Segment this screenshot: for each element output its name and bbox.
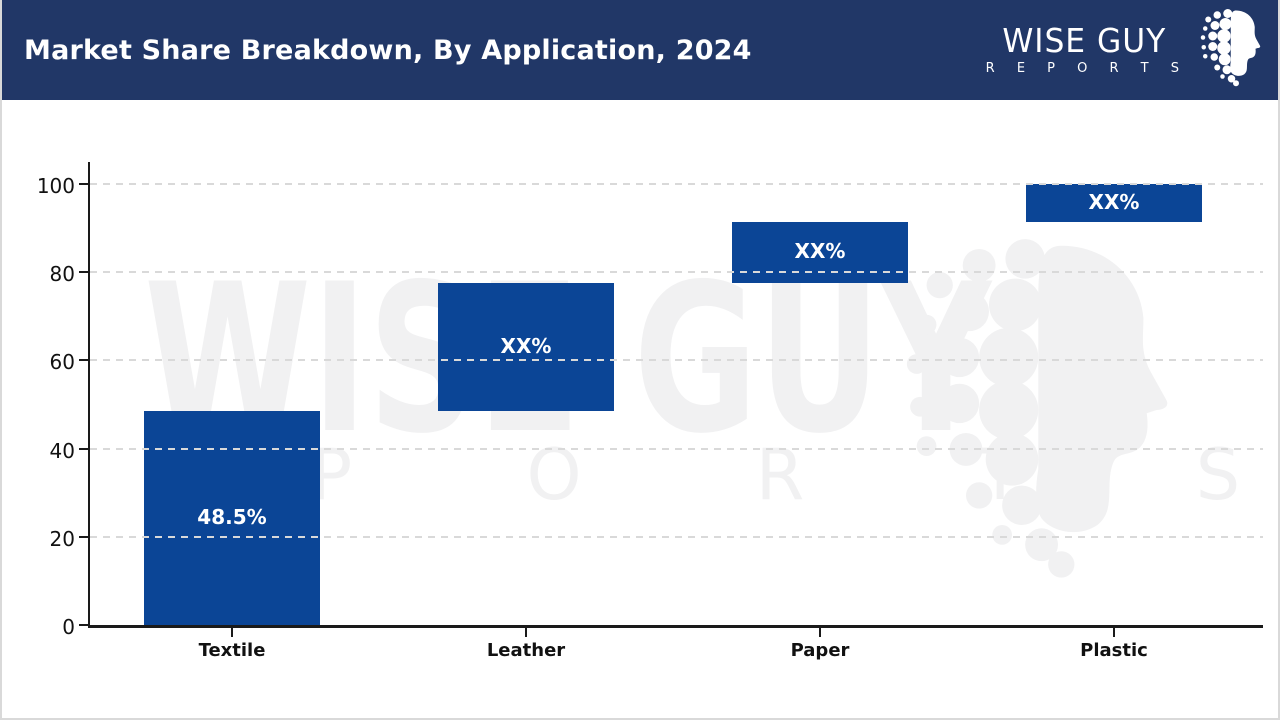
bar-value-label-paper: XX% — [794, 239, 846, 264]
x-category-label-textile: Textile — [198, 640, 266, 661]
x-category-label-paper: Paper — [790, 640, 850, 661]
x-tick-mark-leather — [525, 627, 527, 637]
gridline-80 — [90, 271, 1263, 274]
brand-name: WISE GUY — [1001, 21, 1166, 61]
y-tick-label-20: 20 — [49, 526, 75, 551]
brand-logo: WISE GUY R E P O R T S — [980, 6, 1268, 94]
brand-logo-text: WISE GUY R E P O R T S — [980, 24, 1188, 76]
x-tick-mark-textile — [231, 627, 233, 637]
bar-textile — [144, 411, 320, 625]
y-tick-mark-40 — [79, 447, 88, 450]
wiseguy-face-icon — [1192, 6, 1268, 94]
bar-value-label-plastic: XX% — [1088, 189, 1140, 214]
bar-value-label-textile: 48.5% — [197, 505, 267, 530]
y-tick-mark-20 — [79, 535, 88, 538]
watermark-face-icon — [870, 226, 1200, 598]
gridline-20 — [90, 535, 1263, 538]
bar-leather — [438, 283, 614, 412]
x-tick-mark-paper — [819, 627, 821, 637]
x-axis-line — [88, 625, 1263, 628]
gridline-40 — [90, 447, 1263, 450]
y-tick-label-80: 80 — [49, 262, 75, 287]
gridline-60 — [90, 359, 1263, 362]
y-tick-mark-60 — [79, 359, 88, 362]
brand-subtitle: R E P O R T S — [985, 60, 1188, 76]
gridline-100 — [90, 183, 1263, 186]
y-tick-label-60: 60 — [49, 350, 75, 375]
bar-value-label-leather: XX% — [500, 334, 552, 359]
header-bar: Market Share Breakdown, By Application, … — [2, 0, 1278, 100]
y-tick-mark-100 — [79, 183, 88, 186]
x-category-label-leather: Leather — [486, 640, 566, 661]
y-tick-label-40: 40 — [49, 438, 75, 463]
y-tick-label-0: 0 — [62, 615, 75, 639]
y-tick-mark-80 — [79, 271, 88, 274]
chart-title: Market Share Breakdown, By Application, … — [24, 34, 752, 66]
x-tick-mark-plastic — [1113, 627, 1115, 637]
x-category-label-plastic: Plastic — [1080, 640, 1148, 661]
bar-plastic — [1026, 184, 1202, 222]
y-axis-line — [88, 162, 90, 627]
y-tick-mark-0 — [79, 624, 88, 626]
y-tick-label-100: 100 — [36, 174, 75, 199]
